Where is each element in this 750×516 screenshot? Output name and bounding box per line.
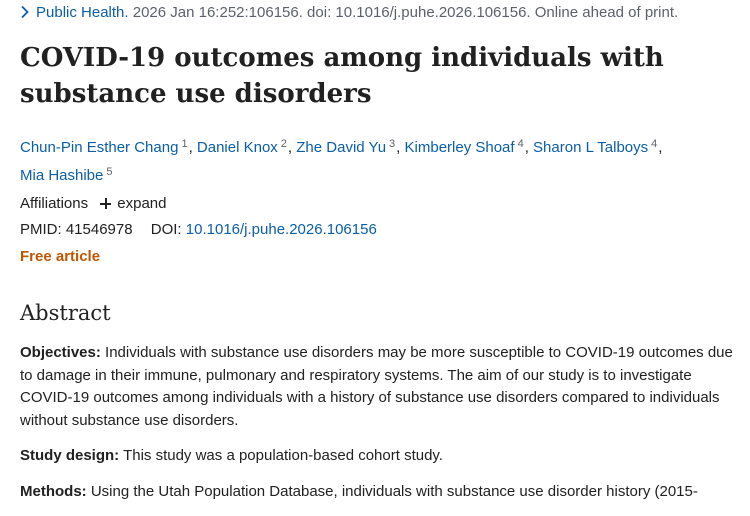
free-article-badge[interactable]: Free article <box>20 248 101 265</box>
identifiers-row: PMID: 41546978 DOI: 10.1016/j.puhe.2026.… <box>20 220 377 240</box>
abstract-section-text: Using the Utah Population Database, indi… <box>90 482 698 500</box>
abstract-paragraph: Study design: This study was a populatio… <box>20 445 740 468</box>
affiliations-expand-button[interactable]: expand <box>100 194 166 214</box>
pmid-label: PMID: <box>20 221 62 238</box>
affiliation-ref[interactable]: 1 <box>181 138 188 150</box>
abstract-paragraph: Objectives: Individuals with substance u… <box>20 342 740 432</box>
affiliation-ref[interactable]: 4 <box>517 138 524 150</box>
affiliations-row: Affiliations expand <box>20 194 166 214</box>
citation-details: 2026 Jan 16:252:106156. doi: 10.1016/j.p… <box>128 4 679 21</box>
citation-line: Public Health. 2026 Jan 16:252:106156. d… <box>20 3 678 23</box>
abstract-body: Objectives: Individuals with substance u… <box>20 342 740 516</box>
author-link[interactable]: Kimberley Shoaf <box>404 139 515 156</box>
doi-link[interactable]: 10.1016/j.puhe.2026.106156 <box>185 221 377 238</box>
author-link[interactable]: Sharon L Talboys <box>533 139 649 156</box>
abstract-heading: Abstract <box>20 301 111 325</box>
abstract-section-text: Individuals with substance use disorders… <box>20 344 733 429</box>
affiliation-ref[interactable]: 3 <box>389 138 396 150</box>
affiliation-ref[interactable]: 5 <box>106 166 113 178</box>
pmid-value: 41546978 <box>65 221 133 238</box>
author-link[interactable]: Chun-Pin Esther Chang <box>20 139 179 156</box>
plus-icon <box>100 198 112 209</box>
doi-label: DOI: <box>150 221 182 238</box>
affiliations-label: Affiliations <box>20 195 89 212</box>
journal-link[interactable]: Public Health. <box>36 4 129 21</box>
abstract-section-label: Study design: <box>20 447 120 464</box>
abstract-section-label: Methods: <box>20 482 87 500</box>
author-link[interactable]: Daniel Knox <box>196 139 278 156</box>
article-title: COVID-19 outcomes among individuals with… <box>20 43 664 109</box>
affiliation-ref[interactable]: 4 <box>651 138 658 150</box>
abstract-paragraph: Methods: Using the Utah Population Datab… <box>20 481 740 504</box>
affiliation-ref[interactable]: 2 <box>280 138 287 150</box>
expand-label: expand <box>117 195 167 212</box>
author-link[interactable]: Zhe David Yu <box>296 139 387 156</box>
chevron-right-icon <box>21 5 29 19</box>
author-list: Chun-Pin Esther Chang 1, Daniel Knox 2, Zh… <box>20 138 663 184</box>
abstract-section-label: Objectives: <box>20 344 101 361</box>
abstract-section-text: This study was a population-based cohort… <box>123 447 443 464</box>
author-link[interactable]: Mia Hashibe <box>20 167 104 184</box>
